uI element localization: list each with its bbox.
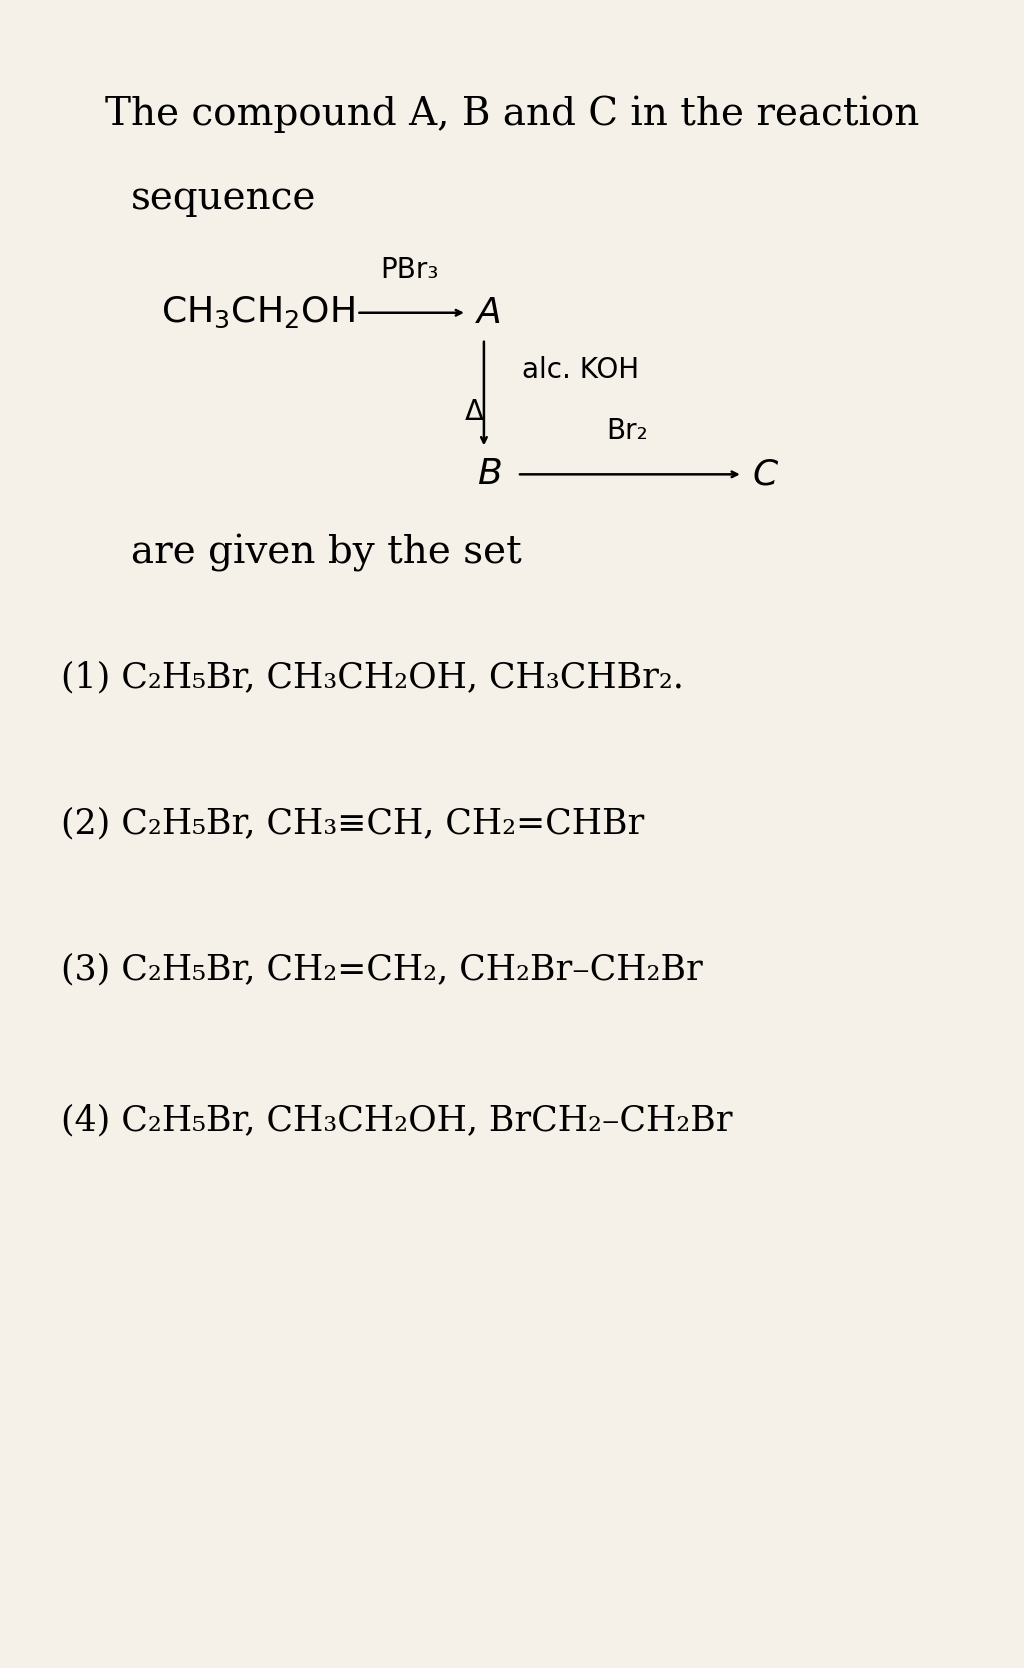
Text: (4) C₂H₅Br, CH₃CH₂OH, BrCH₂–CH₂Br: (4) C₂H₅Br, CH₃CH₂OH, BrCH₂–CH₂Br — [60, 1104, 732, 1138]
Text: sequence: sequence — [131, 180, 316, 217]
Text: C: C — [753, 457, 778, 492]
Text: A: A — [477, 295, 502, 330]
Text: B: B — [477, 457, 502, 492]
Text: PBr₃: PBr₃ — [381, 255, 439, 284]
Text: are given by the set: are given by the set — [131, 534, 521, 572]
Text: The compound A, B and C in the reaction: The compound A, B and C in the reaction — [104, 97, 920, 133]
Text: (2) C₂H₅Br, CH₃≡CH, CH₂=CHBr: (2) C₂H₅Br, CH₃≡CH, CH₂=CHBr — [60, 807, 644, 841]
Text: (1) C₂H₅Br, CH₃CH₂OH, CH₃CHBr₂.: (1) C₂H₅Br, CH₃CH₂OH, CH₃CHBr₂. — [60, 661, 683, 694]
Text: alc. KOH: alc. KOH — [522, 355, 639, 384]
Text: (3) C₂H₅Br, CH₂=CH₂, CH₂Br–CH₂Br: (3) C₂H₅Br, CH₂=CH₂, CH₂Br–CH₂Br — [60, 952, 702, 986]
Text: $\mathrm{CH_3CH_2OH}$: $\mathrm{CH_3CH_2OH}$ — [161, 295, 354, 330]
Text: Br₂: Br₂ — [606, 417, 648, 445]
Text: Δ: Δ — [464, 397, 483, 425]
